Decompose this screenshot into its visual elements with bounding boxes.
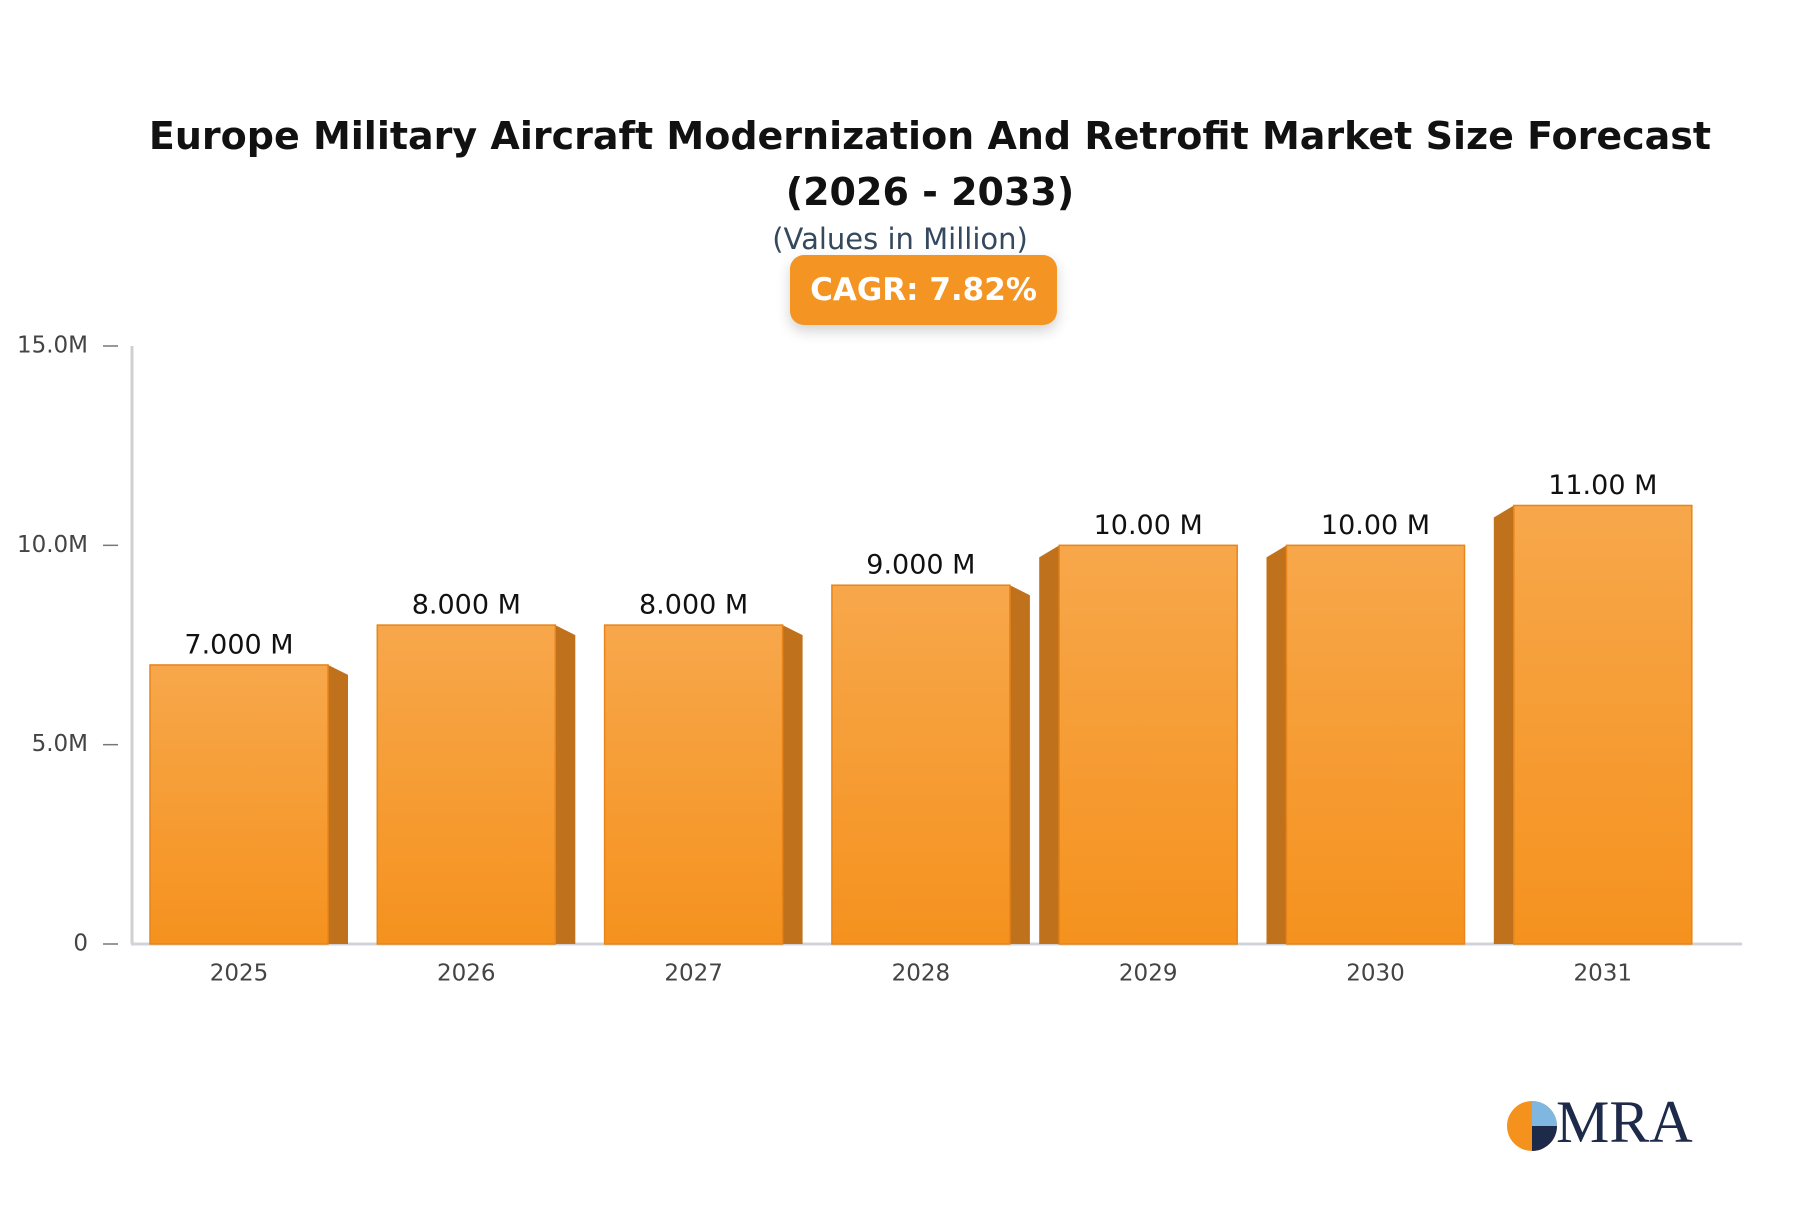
bar <box>1285 544 1466 945</box>
y-tick-label: 15.0M <box>17 333 88 359</box>
logo-icon-part <box>1532 1101 1557 1126</box>
logo-icon-part <box>1532 1126 1557 1151</box>
bar <box>149 664 329 945</box>
bar <box>603 624 784 945</box>
cagr-badge: CAGR: 7.82% <box>790 255 1057 325</box>
y-tick-label: 0 <box>73 931 88 957</box>
bar <box>1513 504 1693 945</box>
bar-side <box>555 625 576 944</box>
value-label: 8.000 M <box>639 590 748 621</box>
bar-side <box>1493 505 1514 944</box>
x-tick-label: 2025 <box>210 961 269 987</box>
bar-side <box>782 625 803 944</box>
x-tick-label: 2031 <box>1574 961 1633 987</box>
x-tick-label: 2030 <box>1346 961 1405 987</box>
value-label: 9.000 M <box>866 550 975 581</box>
logo-text: MRA <box>1556 1089 1693 1155</box>
chart-title: Europe Military Aircraft Modernization A… <box>148 114 1712 214</box>
bar <box>831 584 1011 945</box>
value-label: 8.000 M <box>412 590 521 621</box>
bar-side <box>1266 545 1287 944</box>
y-tick-label: 10.0M <box>17 532 88 558</box>
value-label: 10.00 M <box>1321 510 1430 541</box>
value-label: 10.00 M <box>1094 510 1203 541</box>
value-label: 7.000 M <box>184 629 293 660</box>
x-tick-label: 2028 <box>892 961 951 987</box>
bar-side <box>328 664 348 944</box>
chart-subtitle: (Values in Million) <box>772 222 1028 256</box>
x-tick-label: 2027 <box>664 961 723 987</box>
bar-side <box>1009 585 1030 944</box>
bar-side <box>1039 545 1060 944</box>
value-label: 11.00 M <box>1548 470 1657 501</box>
bar <box>376 624 557 945</box>
x-tick-label: 2026 <box>437 961 496 987</box>
x-tick-label: 2029 <box>1119 961 1178 987</box>
bar <box>1058 544 1238 945</box>
y-tick-label: 5.0M <box>32 731 88 757</box>
